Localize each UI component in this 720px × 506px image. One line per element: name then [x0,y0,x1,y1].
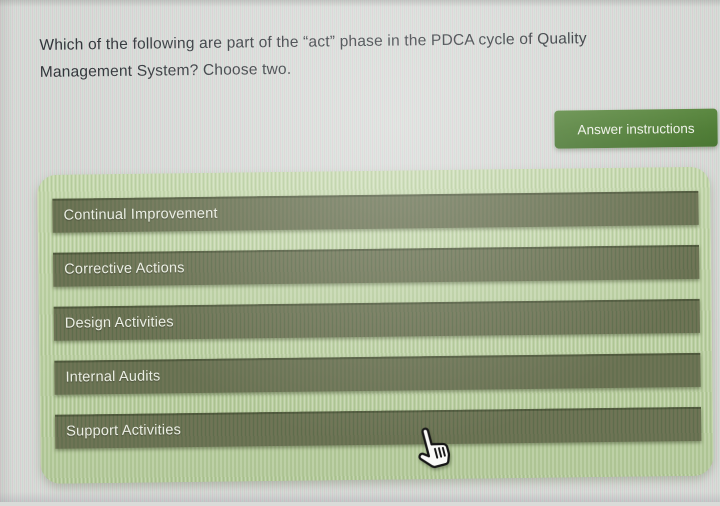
answer-option-design-activities[interactable]: Design Activities [53,298,701,341]
answer-instructions-button[interactable]: Answer instructions [554,108,718,149]
answer-options-panel: Continual Improvement Corrective Actions… [37,166,714,484]
answer-option-internal-audits[interactable]: Internal Audits [54,352,701,395]
answer-option-support-activities[interactable]: Support Activities [54,406,702,449]
answer-option-continual-improvement[interactable]: Continual Improvement [52,190,699,233]
answer-option-corrective-actions[interactable]: Corrective Actions [52,244,700,287]
question-text: Which of the following are part of the “… [39,30,587,81]
